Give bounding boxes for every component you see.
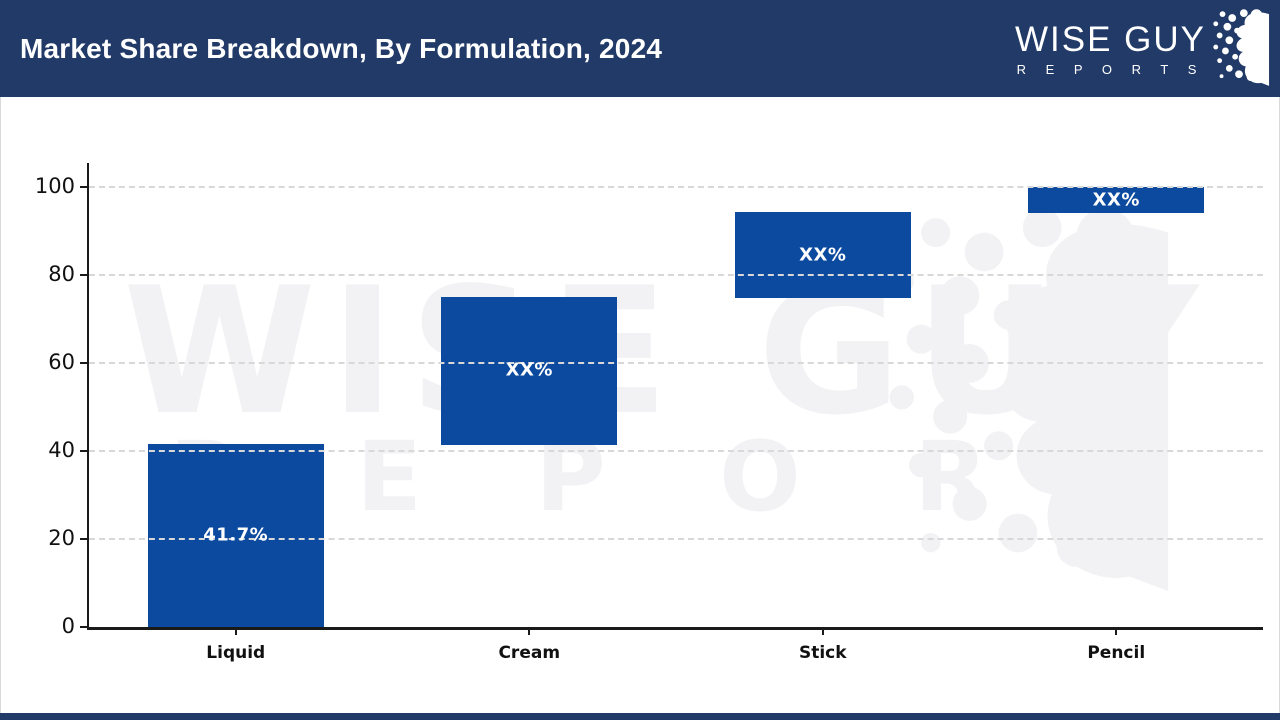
- header-bar: Market Share Breakdown, By Formulation, …: [0, 0, 1280, 97]
- x-axis-category-label: Cream: [498, 643, 561, 663]
- y-axis-tick-mark: [80, 274, 88, 276]
- bar-liquid: [147, 443, 324, 628]
- wiseguy-logo: WISE GUY R E P O R T S: [1015, 4, 1270, 94]
- x-axis-tick-mark: [234, 628, 237, 635]
- bar-value-label: XX%: [1092, 189, 1140, 211]
- x-axis-tick-mark: [821, 628, 824, 635]
- y-axis-tick-mark: [80, 362, 88, 364]
- y-axis-line: [87, 163, 89, 629]
- bar-value-label: XX%: [505, 359, 553, 381]
- wiseguy-face-icon: [1208, 7, 1270, 91]
- gridline-80: [89, 274, 1263, 276]
- x-axis-category-label: Stick: [798, 643, 847, 663]
- bar-stick: [734, 212, 911, 298]
- x-axis-tick-mark: [1115, 628, 1118, 635]
- bar-pencil: [1028, 187, 1205, 214]
- gridline-60: [89, 362, 1263, 364]
- bar-value-label: XX%: [799, 244, 847, 266]
- y-axis-tick-label: 0: [61, 614, 75, 638]
- chart-canvas: WISE GUY R E P O R T S 0 20 40 60 80 100 41.7%…: [0, 97, 1280, 713]
- y-axis-tick-label: 80: [48, 262, 75, 286]
- bar-cream: [441, 297, 618, 445]
- y-axis-tick-label: 100: [34, 174, 75, 198]
- watermark-face-icon: [863, 197, 1173, 621]
- footer-bar: [0, 713, 1280, 720]
- wiseguy-logo-subtitle: R E P O R T S: [1016, 62, 1205, 77]
- chart-title: Market Share Breakdown, By Formulation, …: [20, 32, 663, 64]
- y-axis-tick-mark: [80, 186, 88, 188]
- x-axis-category-label: Pencil: [1087, 643, 1146, 663]
- y-axis-tick-label: 20: [48, 526, 75, 550]
- gridline-100: [89, 186, 1263, 188]
- gridline-40: [89, 450, 1263, 452]
- bar-value-label: 41.7%: [203, 524, 269, 546]
- x-axis-category-label: Liquid: [206, 643, 266, 663]
- y-axis-tick-label: 60: [48, 350, 75, 374]
- x-axis-line: [87, 627, 1263, 630]
- y-axis-tick-mark: [80, 626, 88, 628]
- x-axis-tick-mark: [528, 628, 531, 635]
- gridline-20: [89, 538, 1263, 540]
- y-axis-tick-mark: [80, 538, 88, 540]
- wiseguy-logo-text: WISE GUY R E P O R T S: [1014, 20, 1206, 78]
- y-axis-tick-mark: [80, 450, 88, 452]
- wiseguy-logo-wordmark: WISE GUY: [1014, 20, 1206, 59]
- y-axis-tick-label: 40: [48, 438, 75, 462]
